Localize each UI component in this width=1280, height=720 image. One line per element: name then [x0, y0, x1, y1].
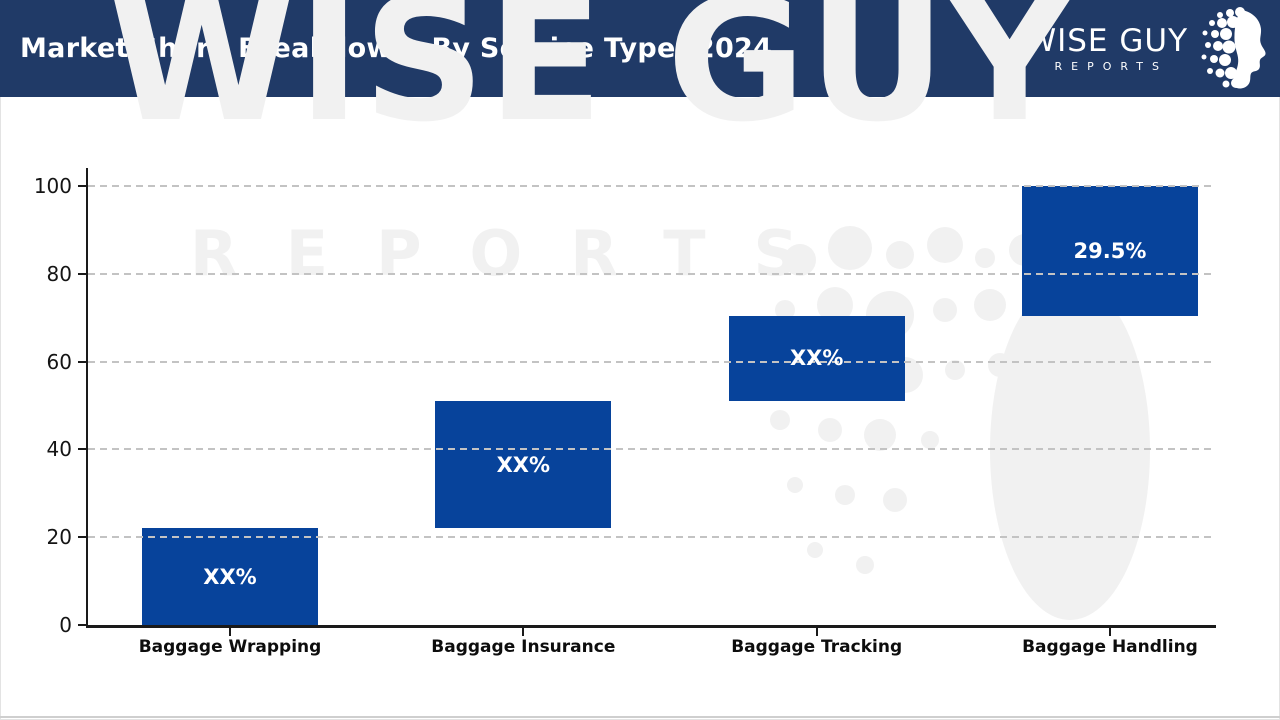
- bar-value-label: XX%: [496, 452, 551, 477]
- wise-guy-logo: WISE GUY REPORTS: [1025, 6, 1268, 92]
- logo-sub-text: REPORTS: [1054, 60, 1168, 74]
- y-tick: [78, 360, 87, 363]
- logo-name-text: WISE GUY: [1025, 22, 1188, 59]
- y-tick: [78, 448, 87, 451]
- y-tick: [78, 272, 87, 275]
- bar-value-label: XX%: [789, 346, 844, 371]
- y-axis-tick-label: 100: [33, 174, 72, 198]
- chart-title: Market Share Breakdown, By Service Type,…: [20, 33, 773, 64]
- y-tick: [78, 185, 87, 187]
- y-axis-tick-label: 60: [46, 349, 72, 374]
- x-axis-line: [86, 625, 1216, 628]
- watermark-text: WISE GUY: [108, 0, 1074, 160]
- gridline: [88, 536, 1216, 539]
- x-axis-label: Baggage Tracking: [731, 637, 903, 657]
- bar-value-label: XX%: [203, 564, 257, 589]
- footer-divider: [0, 716, 1280, 718]
- bar-baggage-tracking: [728, 315, 905, 402]
- gridline: [88, 272, 1216, 275]
- logo-head-icon: [1201, 7, 1266, 89]
- logo-wordmark: WISE GUY REPORTS: [1025, 25, 1188, 74]
- x-tick: [815, 628, 818, 636]
- y-tick: [78, 536, 87, 539]
- y-axis-tick-label: 0: [59, 613, 72, 637]
- bar-baggage-wrapping: [142, 528, 318, 625]
- x-tick: [1108, 628, 1111, 636]
- y-tick: [78, 624, 87, 626]
- x-axis-label: Baggage Wrapping: [138, 637, 322, 657]
- y-axis-line: [86, 168, 88, 628]
- bar-baggage-handling: [1021, 186, 1198, 316]
- gridline: [88, 185, 1216, 187]
- x-axis-label: Baggage Insurance: [431, 637, 616, 657]
- bar-value-label: 29.5%: [1073, 238, 1147, 263]
- bar-baggage-insurance: [435, 401, 612, 529]
- x-axis-label: Baggage Handling: [1022, 637, 1198, 657]
- x-tick: [522, 628, 525, 636]
- y-axis-tick-label: 80: [46, 261, 72, 286]
- x-tick: [229, 628, 231, 636]
- y-axis-tick-label: 40: [46, 437, 72, 462]
- gridline: [88, 448, 1216, 451]
- y-axis-tick-label: 20: [46, 525, 72, 550]
- watermark-subtext: REPORTS: [190, 217, 847, 290]
- header-bar: Market Share Breakdown, By Service Type,…: [0, 0, 1280, 97]
- gridline: [88, 360, 1216, 363]
